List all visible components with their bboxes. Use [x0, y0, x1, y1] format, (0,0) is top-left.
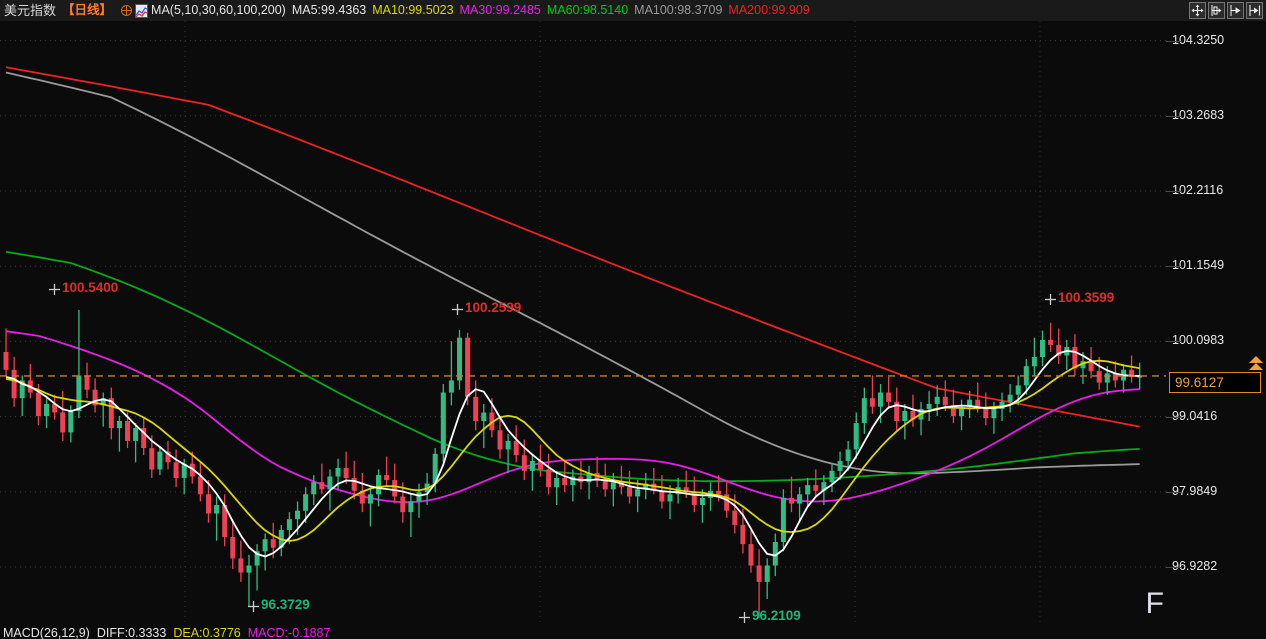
bar-right-icon[interactable] — [1227, 2, 1244, 19]
chart-toolbar — [1189, 2, 1263, 19]
price-tick-dash — [1166, 115, 1182, 117]
price-tick-2: 102.2116 — [1172, 182, 1224, 197]
symbol-name: 美元指数 — [4, 3, 57, 18]
ma10-value: MA10:99.5023 — [372, 3, 454, 17]
price-tick-dash — [1166, 40, 1182, 42]
chart-header: 美元指数 【日线】 MA(5,10,30,60,100,200) MA5:99.… — [0, 0, 1266, 21]
swing-cross-icon — [452, 302, 463, 315]
price-tick-6: 97.9849 — [1172, 483, 1218, 498]
price-tick-dash — [1166, 266, 1182, 268]
move-arrows-icon[interactable] — [1189, 2, 1206, 19]
swing-label-low-4: 96.2109 — [752, 608, 801, 623]
jump-right-icon[interactable] — [1246, 2, 1263, 19]
macd-macd: MACD:-0.1887 — [247, 626, 331, 639]
ma-config-label: MA(5,10,30,60,100,200) — [151, 3, 286, 17]
price-axis[interactable]: 104.3250 103.2683 102.2116 101.1549 100.0983… — [1166, 21, 1266, 639]
swing-cross-icon — [248, 599, 259, 612]
ma100-value: MA100:98.3709 — [634, 3, 723, 17]
ma200-value: MA200:99.909 — [728, 3, 810, 17]
ma60-value: MA60:98.5140 — [546, 3, 629, 17]
price-tick-0: 104.3250 — [1172, 32, 1225, 47]
last-price-badge[interactable]: 99.6127 — [1169, 371, 1261, 393]
last-price-arrow-icon-2 — [1249, 362, 1263, 370]
candlestick-svg — [0, 21, 1166, 626]
macd-dea: DEA:0.3776 — [173, 626, 241, 639]
price-tick-4: 100.0983 — [1172, 333, 1225, 348]
price-tick-1: 103.2683 — [1172, 107, 1225, 122]
macd-indicator-legend: MACD(26,12,9) DIFF:0.3333 DEA:0.3776 MACD:-… — [0, 626, 1266, 639]
price-chart-plot[interactable] — [0, 21, 1166, 626]
price-tick-dash — [1166, 567, 1182, 569]
swing-cross-icon — [1045, 292, 1056, 305]
mini-chart-icon[interactable] — [135, 3, 149, 18]
swing-label-high-2: 100.3599 — [1058, 290, 1115, 305]
price-tick-7: 96.9282 — [1172, 559, 1218, 574]
swing-label-high-1: 100.2599 — [465, 300, 522, 315]
price-tick-3: 101.1549 — [1172, 258, 1225, 273]
macd-title: MACD(26,12,9) — [3, 626, 90, 639]
bar-left-icon[interactable] — [1208, 2, 1225, 19]
ma30-value: MA30:99.2485 — [459, 3, 541, 17]
macd-diff: DIFF:0.3333 — [96, 626, 167, 639]
swing-cross-icon — [49, 282, 60, 295]
last-price-arrow-icon — [1249, 355, 1263, 363]
symbol-period[interactable]: 【日线】 — [62, 3, 113, 17]
swing-label-low-3: 96.3729 — [261, 597, 310, 612]
swing-cross-icon — [739, 610, 750, 623]
price-tick-5: 99.0416 — [1172, 408, 1218, 423]
globe-icon[interactable] — [120, 4, 133, 16]
price-tick-dash — [1166, 416, 1182, 418]
price-tick-dash — [1166, 491, 1182, 493]
price-tick-dash — [1166, 191, 1182, 192]
ma5-value: MA5:99.4363 — [291, 3, 367, 17]
price-tick-dash — [1166, 341, 1182, 343]
swing-label-high-0: 100.5400 — [62, 280, 119, 295]
